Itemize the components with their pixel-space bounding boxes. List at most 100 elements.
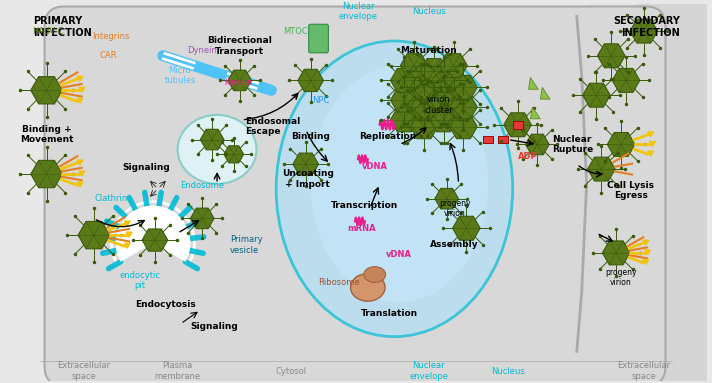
Text: Extracellular
space: Extracellular space bbox=[58, 362, 110, 381]
Text: Extracellular
space: Extracellular space bbox=[617, 362, 670, 381]
Polygon shape bbox=[410, 95, 438, 119]
Text: SECONDARY
INFECTION: SECONDARY INFECTION bbox=[613, 16, 680, 38]
Polygon shape bbox=[644, 250, 650, 255]
Polygon shape bbox=[648, 151, 654, 156]
Text: Endosome: Endosome bbox=[180, 182, 224, 190]
Text: Maturation: Maturation bbox=[401, 46, 457, 56]
Text: Uncoating
+ Import: Uncoating + Import bbox=[282, 169, 334, 189]
Text: Translation: Translation bbox=[361, 309, 418, 319]
Text: Binding +
Movement: Binding + Movement bbox=[20, 125, 73, 144]
Polygon shape bbox=[77, 182, 83, 187]
Polygon shape bbox=[643, 240, 649, 245]
Polygon shape bbox=[31, 77, 63, 104]
Text: PRIMARY
INFECTION: PRIMARY INFECTION bbox=[33, 16, 92, 38]
Polygon shape bbox=[587, 3, 707, 381]
Text: Cytosol: Cytosol bbox=[276, 367, 307, 376]
Polygon shape bbox=[430, 88, 458, 112]
Polygon shape bbox=[390, 108, 418, 132]
Polygon shape bbox=[612, 69, 640, 92]
Polygon shape bbox=[630, 19, 658, 43]
Polygon shape bbox=[124, 221, 130, 226]
Polygon shape bbox=[420, 59, 448, 82]
Bar bbox=[498, 136, 508, 144]
Polygon shape bbox=[449, 75, 477, 99]
Text: Nuclear
envelope: Nuclear envelope bbox=[338, 2, 377, 21]
Text: Transcription: Transcription bbox=[331, 201, 399, 210]
Polygon shape bbox=[597, 44, 625, 68]
Polygon shape bbox=[293, 153, 318, 175]
Text: Nucleus: Nucleus bbox=[491, 367, 525, 376]
Text: NPC: NPC bbox=[312, 96, 329, 105]
Polygon shape bbox=[582, 83, 610, 107]
Text: ADP: ADP bbox=[518, 152, 538, 161]
Text: progeny
virion: progeny virion bbox=[439, 199, 471, 218]
Text: Endocytosis: Endocytosis bbox=[135, 300, 197, 309]
Text: Ribosome: Ribosome bbox=[318, 278, 360, 287]
Text: progeny
virion: progeny virion bbox=[605, 268, 637, 287]
Polygon shape bbox=[449, 95, 477, 119]
Text: vDNA: vDNA bbox=[362, 162, 388, 171]
Ellipse shape bbox=[350, 273, 385, 301]
Text: endocytic
pit: endocytic pit bbox=[120, 271, 161, 290]
Text: Signaling: Signaling bbox=[190, 322, 239, 331]
Bar bbox=[498, 136, 508, 144]
Text: virion
cluster: virion cluster bbox=[424, 95, 453, 115]
Text: Endosomal
Escape: Endosomal Escape bbox=[245, 117, 300, 136]
Text: mRNA: mRNA bbox=[347, 224, 376, 233]
Polygon shape bbox=[649, 141, 655, 146]
Bar bbox=[483, 136, 493, 144]
Polygon shape bbox=[77, 98, 83, 103]
FancyBboxPatch shape bbox=[309, 24, 328, 53]
Polygon shape bbox=[126, 232, 132, 237]
Polygon shape bbox=[224, 146, 244, 163]
Polygon shape bbox=[79, 171, 85, 176]
Polygon shape bbox=[430, 108, 458, 132]
Polygon shape bbox=[643, 260, 649, 265]
Text: CAR: CAR bbox=[100, 51, 117, 60]
Text: Nuclear
envelope: Nuclear envelope bbox=[409, 362, 449, 381]
Polygon shape bbox=[390, 69, 418, 92]
Polygon shape bbox=[528, 77, 538, 89]
Bar bbox=[513, 121, 523, 129]
Bar bbox=[513, 121, 523, 129]
Polygon shape bbox=[453, 216, 480, 240]
Polygon shape bbox=[410, 115, 438, 139]
Text: Dynein: Dynein bbox=[187, 46, 217, 56]
Text: Nucleus: Nucleus bbox=[412, 7, 446, 16]
Ellipse shape bbox=[310, 65, 488, 302]
Text: vDNA: vDNA bbox=[387, 250, 412, 259]
Polygon shape bbox=[228, 70, 251, 91]
Polygon shape bbox=[602, 241, 630, 265]
Polygon shape bbox=[77, 76, 83, 81]
Text: MTOC: MTOC bbox=[283, 27, 308, 36]
Polygon shape bbox=[530, 107, 540, 119]
Polygon shape bbox=[298, 69, 323, 92]
Polygon shape bbox=[31, 160, 63, 188]
Polygon shape bbox=[435, 188, 459, 209]
Text: Replication: Replication bbox=[359, 132, 416, 141]
Polygon shape bbox=[449, 115, 477, 139]
Polygon shape bbox=[78, 221, 110, 249]
Polygon shape bbox=[504, 113, 531, 137]
Polygon shape bbox=[636, 3, 707, 381]
Text: Cell Lysis
Egress: Cell Lysis Egress bbox=[607, 181, 654, 200]
Text: Bidirectional
Transport: Bidirectional Transport bbox=[207, 36, 272, 56]
Text: Nuclear
Rupture: Nuclear Rupture bbox=[552, 135, 593, 154]
Polygon shape bbox=[607, 133, 635, 156]
Polygon shape bbox=[390, 88, 418, 112]
Bar bbox=[483, 136, 493, 144]
Polygon shape bbox=[400, 54, 428, 78]
Ellipse shape bbox=[364, 267, 386, 282]
Text: Micro-
tubules: Micro- tubules bbox=[165, 66, 197, 85]
Text: Kinesin: Kinesin bbox=[224, 78, 252, 87]
FancyBboxPatch shape bbox=[45, 7, 666, 383]
Polygon shape bbox=[440, 54, 467, 78]
Polygon shape bbox=[200, 129, 224, 150]
Polygon shape bbox=[190, 208, 214, 229]
Polygon shape bbox=[648, 132, 654, 137]
Wedge shape bbox=[115, 206, 190, 262]
Text: Assembly: Assembly bbox=[430, 241, 479, 249]
Polygon shape bbox=[430, 69, 458, 92]
Polygon shape bbox=[525, 134, 549, 155]
Text: Integrins: Integrins bbox=[92, 31, 130, 41]
